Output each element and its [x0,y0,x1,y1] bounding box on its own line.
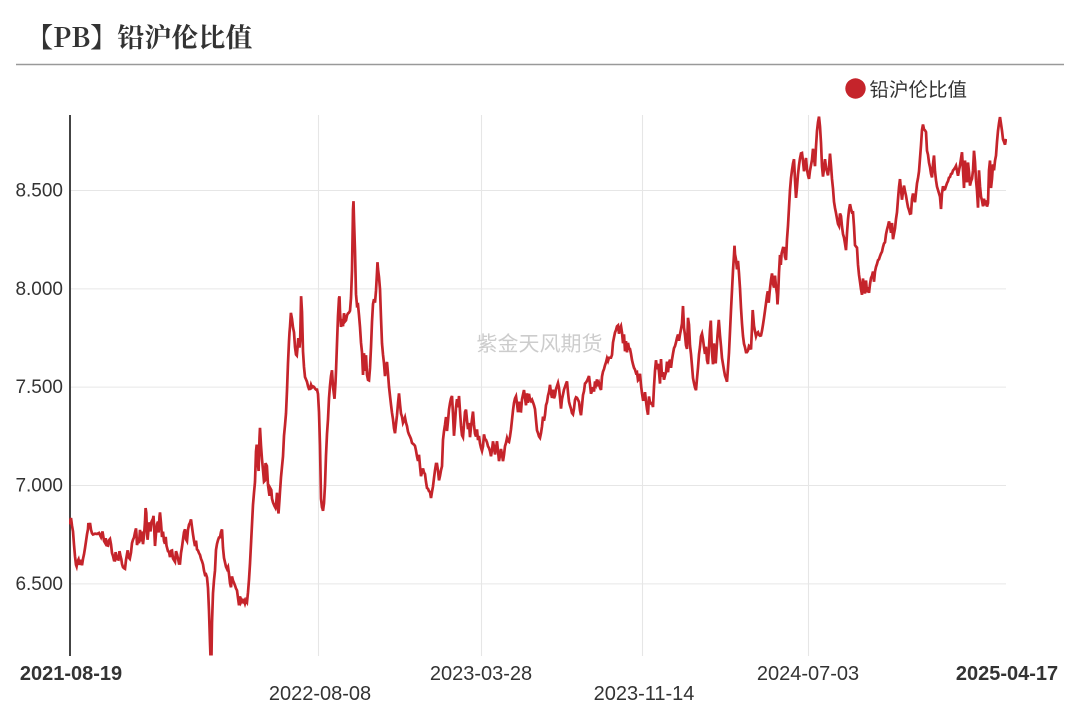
svg-text:8.000: 8.000 [15,279,63,300]
svg-text:2022-08-08: 2022-08-08 [269,683,371,705]
svg-text:8.500: 8.500 [15,181,63,202]
svg-text:2021-08-19: 2021-08-19 [20,663,122,685]
svg-text:2025-04-17: 2025-04-17 [956,663,1058,685]
svg-text:2024-07-03: 2024-07-03 [757,663,859,685]
svg-text:6.500: 6.500 [15,574,63,595]
svg-text:7.000: 7.000 [15,476,63,497]
svg-text:2023-11-14: 2023-11-14 [594,683,695,705]
svg-text:2023-03-28: 2023-03-28 [430,663,532,685]
svg-text:7.500: 7.500 [15,377,63,398]
